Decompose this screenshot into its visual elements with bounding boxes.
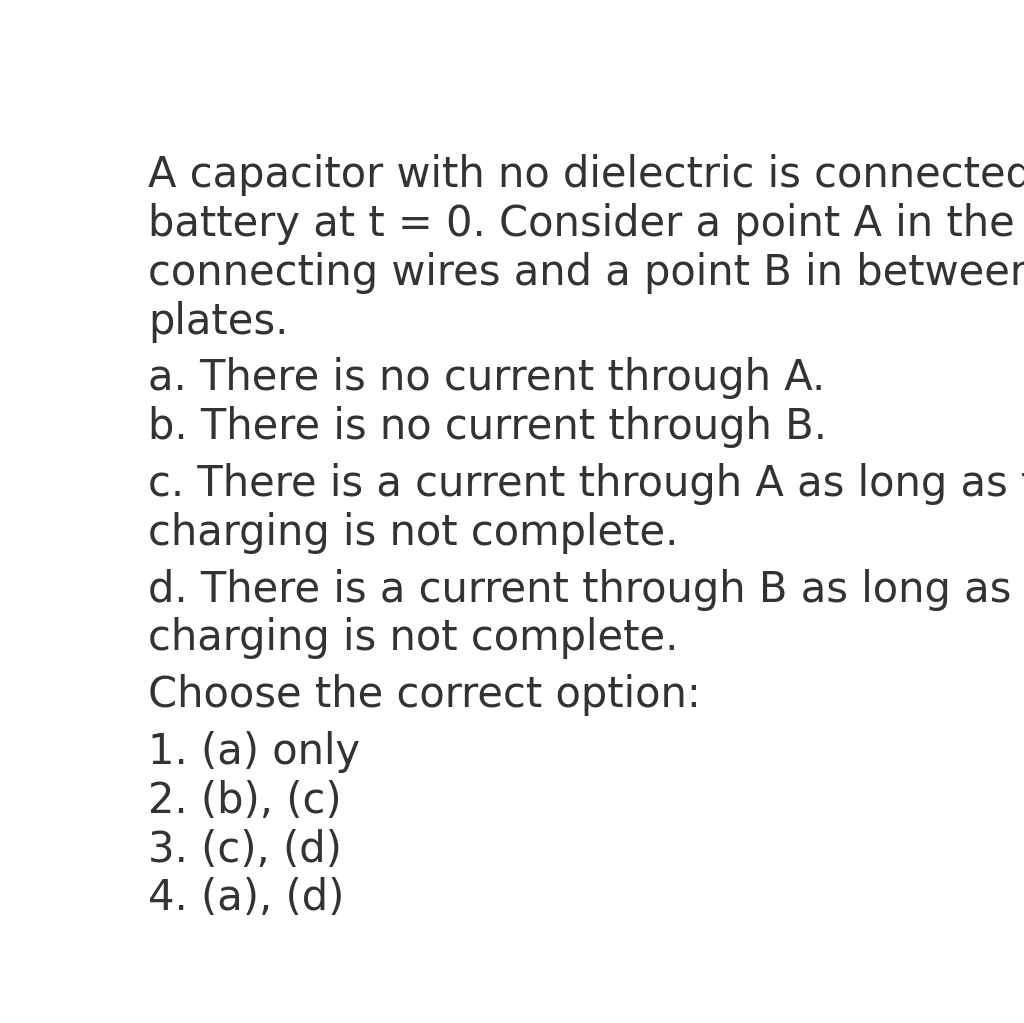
Text: charging is not complete.: charging is not complete. [147,618,678,660]
Text: 3. (c), (d): 3. (c), (d) [147,829,342,871]
Text: a. There is no current through A.: a. There is no current through A. [147,357,825,400]
Text: 2. (b), (c): 2. (b), (c) [147,780,341,821]
Text: charging is not complete.: charging is not complete. [147,512,678,553]
Text: c. There is a current through A as long as the: c. There is a current through A as long … [147,463,1024,505]
Text: A capacitor with no dielectric is connected to a: A capacitor with no dielectric is connec… [147,154,1024,196]
Text: 4. (a), (d): 4. (a), (d) [147,878,344,920]
Text: Choose the correct option:: Choose the correct option: [147,674,700,716]
Text: d. There is a current through B as long as the: d. There is a current through B as long … [147,569,1024,611]
Text: plates.: plates. [147,301,288,343]
Text: 1. (a) only: 1. (a) only [147,730,360,772]
Text: battery at t = 0. Consider a point A in the: battery at t = 0. Consider a point A in … [147,204,1015,246]
Text: b. There is no current through B.: b. There is no current through B. [147,406,826,448]
Text: connecting wires and a point B in between the: connecting wires and a point B in betwee… [147,252,1024,294]
